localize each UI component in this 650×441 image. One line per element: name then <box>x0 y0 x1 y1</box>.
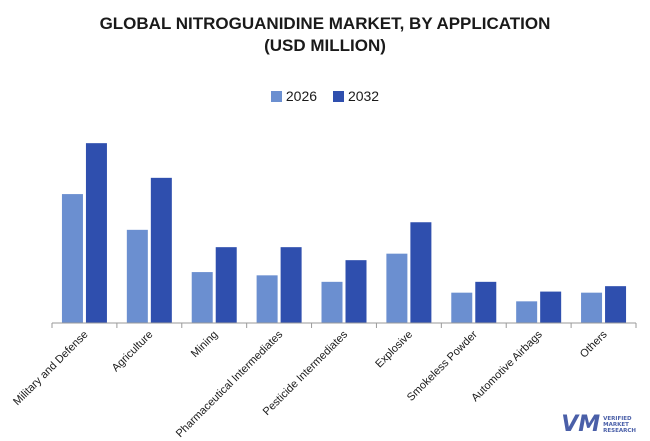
x-tick-label-3: Pharmaceutical Intermediates <box>174 328 286 440</box>
legend: 2026 2032 <box>0 88 650 105</box>
chart-title-line-1: GLOBAL NITROGUANIDINE MARKET, BY APPLICA… <box>99 14 551 33</box>
legend-label-2026: 2026 <box>285 88 318 104</box>
bar-2026-8 <box>581 292 603 323</box>
bar-2032-5 <box>410 222 432 323</box>
bar-2032-2 <box>215 247 237 323</box>
bar-2032-6 <box>475 281 497 323</box>
bar-2026-2 <box>191 272 213 323</box>
bar-2032-4 <box>345 260 367 323</box>
bar-2032-0 <box>85 143 107 323</box>
bar-2032-3 <box>280 247 302 323</box>
chart-title-line-2: (USD MILLION) <box>264 36 386 55</box>
brand-line-1: VERIFIED <box>603 415 632 422</box>
x-tick-label-8: Others <box>578 328 610 360</box>
chart-title: GLOBAL NITROGUANIDINE MARKET, BY APPLICA… <box>0 13 650 57</box>
bar-2026-0 <box>61 194 83 323</box>
legend-item-2026: 2026 <box>270 88 318 104</box>
legend-label-2032: 2032 <box>347 88 380 104</box>
bar-2026-4 <box>321 281 343 323</box>
bar-2026-6 <box>451 292 473 323</box>
legend-swatch-2026 <box>270 90 282 102</box>
brand-logo: VM VERIFIED MARKET RESEARCH <box>561 412 636 437</box>
bar-2032-8 <box>605 286 627 323</box>
legend-swatch-2032 <box>332 90 344 102</box>
bar-2026-7 <box>516 301 538 323</box>
x-tick-label-5: Explosive <box>373 329 415 371</box>
x-tick-label-2: Mining <box>189 329 220 360</box>
x-tick-label-0: Military and Defense <box>11 329 90 408</box>
bar-2026-5 <box>386 253 408 323</box>
brand-logo-text: VERIFIED MARKET RESEARCH <box>603 416 636 434</box>
bar-2026-1 <box>126 229 148 323</box>
brand-line-3: RESEARCH <box>603 427 636 434</box>
brand-line-2: MARKET <box>603 421 629 428</box>
x-tick-label-1: Agriculture <box>110 329 156 375</box>
x-tick-label-6: Smokeless Powder <box>405 328 480 403</box>
x-tick-label-7: Automotive Airbags <box>469 328 545 404</box>
bar-2032-7 <box>540 291 562 323</box>
bar-2032-1 <box>150 177 172 323</box>
bar-2026-3 <box>256 275 278 323</box>
brand-logo-icon: VM <box>561 412 601 437</box>
legend-item-2032: 2032 <box>332 88 380 104</box>
